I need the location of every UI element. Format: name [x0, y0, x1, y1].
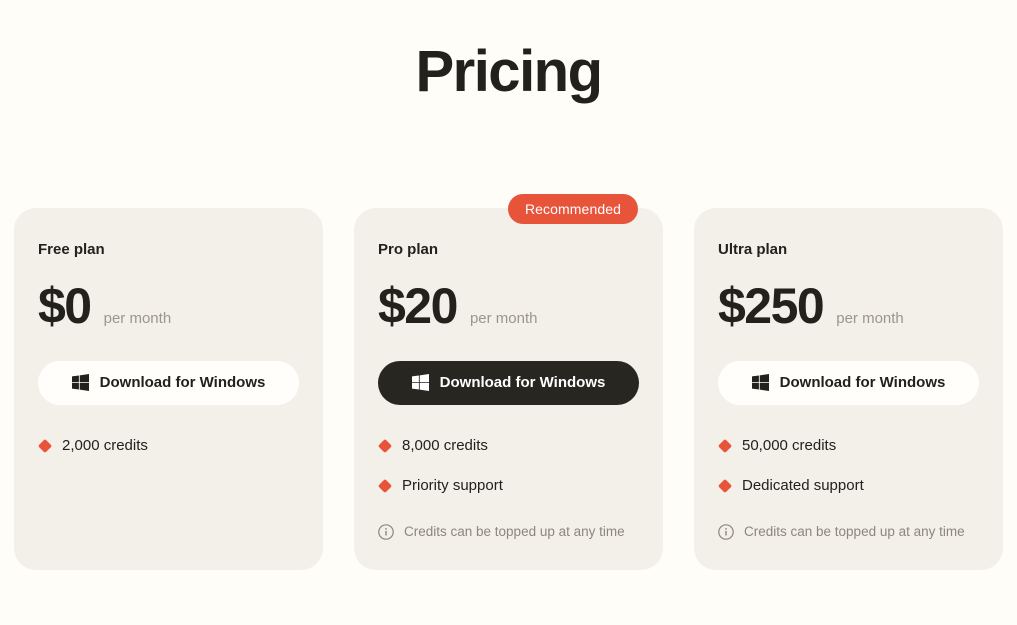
plan-period: per month [469, 309, 538, 327]
windows-logo-icon [411, 374, 429, 392]
feature-item: 8,000 credits [377, 436, 639, 455]
pricing-card-pro: Recommended Pro plan $20 per month Downl… [354, 193, 663, 570]
diamond-bullet-icon [377, 478, 393, 493]
diamond-bullet-icon [717, 478, 733, 493]
pricing-card-ultra: Ultra plan $250 per month Download for W… [694, 207, 1003, 570]
credits-footnote: Credits can be topped up at any time [378, 523, 625, 540]
feature-item: Dedicated support [717, 476, 979, 495]
info-icon [378, 523, 394, 540]
feature-list: 50,000 credits Dedicated support [717, 436, 979, 495]
recommended-badge: Recommended [507, 193, 638, 224]
diamond-bullet-icon [37, 438, 53, 453]
windows-logo-icon [751, 374, 769, 392]
pricing-page: Pricing Free plan $0 per month Download … [0, 40, 1017, 625]
plan-name: Pro plan [378, 240, 439, 258]
pricing-card-free: Free plan $0 per month Download for Wind… [14, 207, 323, 570]
footnote-label: Credits can be topped up at any time [404, 524, 625, 540]
page-title: Pricing [415, 39, 603, 104]
plan-period: per month [103, 309, 172, 327]
download-button-label: Download for Windows [439, 374, 606, 392]
info-icon [718, 523, 734, 540]
feature-label: Dedicated support [742, 476, 864, 494]
price-row: $20 per month [378, 281, 639, 331]
feature-item: 50,000 credits [717, 436, 979, 455]
feature-item: 2,000 credits [37, 436, 299, 455]
diamond-bullet-icon [717, 438, 733, 453]
download-windows-button[interactable]: Download for Windows [38, 360, 299, 405]
plan-price: $0 [38, 277, 92, 334]
download-button-label: Download for Windows [99, 374, 266, 392]
feature-label: 2,000 credits [62, 436, 148, 454]
plan-name: Ultra plan [718, 240, 788, 258]
plan-price: $20 [378, 277, 458, 334]
pricing-cards-row: Free plan $0 per month Download for Wind… [14, 193, 1003, 570]
plan-period: per month [836, 309, 904, 327]
plan-price: $250 [718, 277, 825, 334]
feature-list: 2,000 credits [37, 436, 299, 455]
feature-list: 8,000 credits Priority support [377, 436, 639, 495]
price-row: $250 per month [718, 281, 979, 331]
download-windows-button[interactable]: Download for Windows [718, 360, 979, 405]
feature-label: 8,000 credits [402, 436, 488, 454]
price-row: $0 per month [38, 281, 299, 331]
feature-label: 50,000 credits [742, 436, 837, 454]
download-button-label: Download for Windows [779, 374, 946, 392]
download-windows-button[interactable]: Download for Windows [378, 360, 639, 405]
credits-footnote: Credits can be topped up at any time [718, 523, 965, 540]
feature-item: Priority support [377, 476, 639, 495]
footnote-label: Credits can be topped up at any time [744, 524, 965, 540]
windows-logo-icon [71, 374, 89, 392]
plan-name: Free plan [38, 240, 105, 258]
diamond-bullet-icon [377, 438, 393, 453]
feature-label: Priority support [402, 476, 503, 494]
